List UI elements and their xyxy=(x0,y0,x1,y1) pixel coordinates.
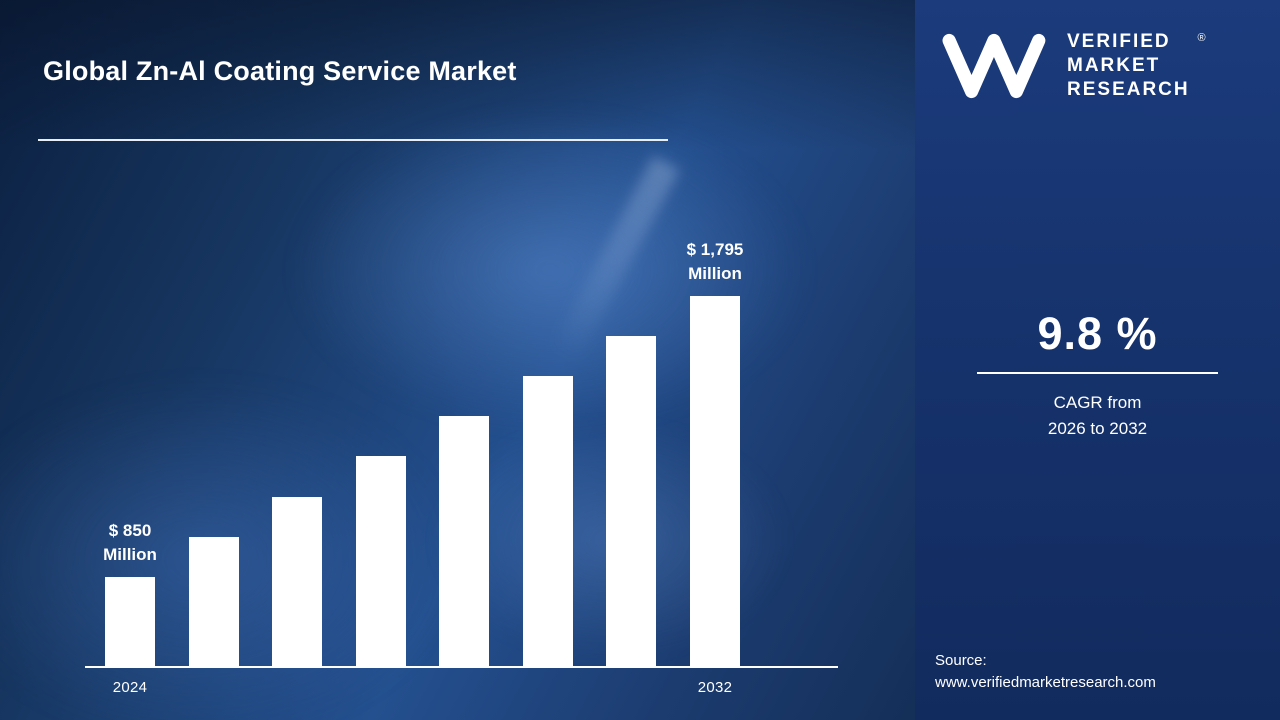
chart-bar xyxy=(355,456,406,666)
bar-value-annotation: $ 1,795 Million xyxy=(686,240,744,283)
chart-plot-area: 2024 2032 $ 850 Million $ 1,795 Million xyxy=(85,240,838,696)
brand-logo: VERIFIED MARKET RESEARCH ® xyxy=(941,30,1206,102)
stats-panel: VERIFIED MARKET RESEARCH ® 9.8 % CAGR fr… xyxy=(915,0,1280,720)
chart-bar xyxy=(522,376,573,666)
page-title: Global Zn-Al Coating Service Market xyxy=(43,56,517,86)
chart-bar xyxy=(606,336,657,666)
chart-bar xyxy=(272,497,323,666)
brand-name-line: VERIFIED xyxy=(1067,31,1171,52)
cagr-caption: CAGR from 2026 to 2032 xyxy=(915,390,1280,442)
cagr-caption-line1: CAGR from xyxy=(1053,393,1142,412)
chart-bar xyxy=(188,537,239,666)
vmr-monogram-icon xyxy=(942,33,1046,99)
chart-bar xyxy=(105,577,155,666)
chart-bar xyxy=(439,416,490,666)
chart-section-background: Global Zn-Al Coating Service Market 2024… xyxy=(0,0,915,720)
cagr-caption-line2: 2026 to 2032 xyxy=(1047,419,1148,438)
cagr-underline xyxy=(977,372,1218,374)
brand-name-line: RESEARCH xyxy=(1067,79,1190,100)
source-label: Source: xyxy=(935,652,987,669)
x-axis-tick-label: 2032 xyxy=(697,679,733,696)
bar-value-annotation: $ 850 Million xyxy=(103,521,157,564)
cagr-value: 9.8 % xyxy=(1037,308,1158,359)
x-axis-tick-label: 2024 xyxy=(112,679,148,696)
chart-bars-row xyxy=(105,246,740,666)
source-url: www.verifiedmarketresearch.com xyxy=(935,674,1156,691)
chart-bar xyxy=(689,296,740,666)
source-block: Source: www.verifiedmarketresearch.com xyxy=(935,650,1156,694)
title-underline xyxy=(38,139,668,141)
brand-name: VERIFIED MARKET RESEARCH ® xyxy=(1067,30,1206,102)
brand-name-line: MARKET xyxy=(1067,55,1161,76)
registered-trademark-icon: ® xyxy=(1197,32,1208,44)
